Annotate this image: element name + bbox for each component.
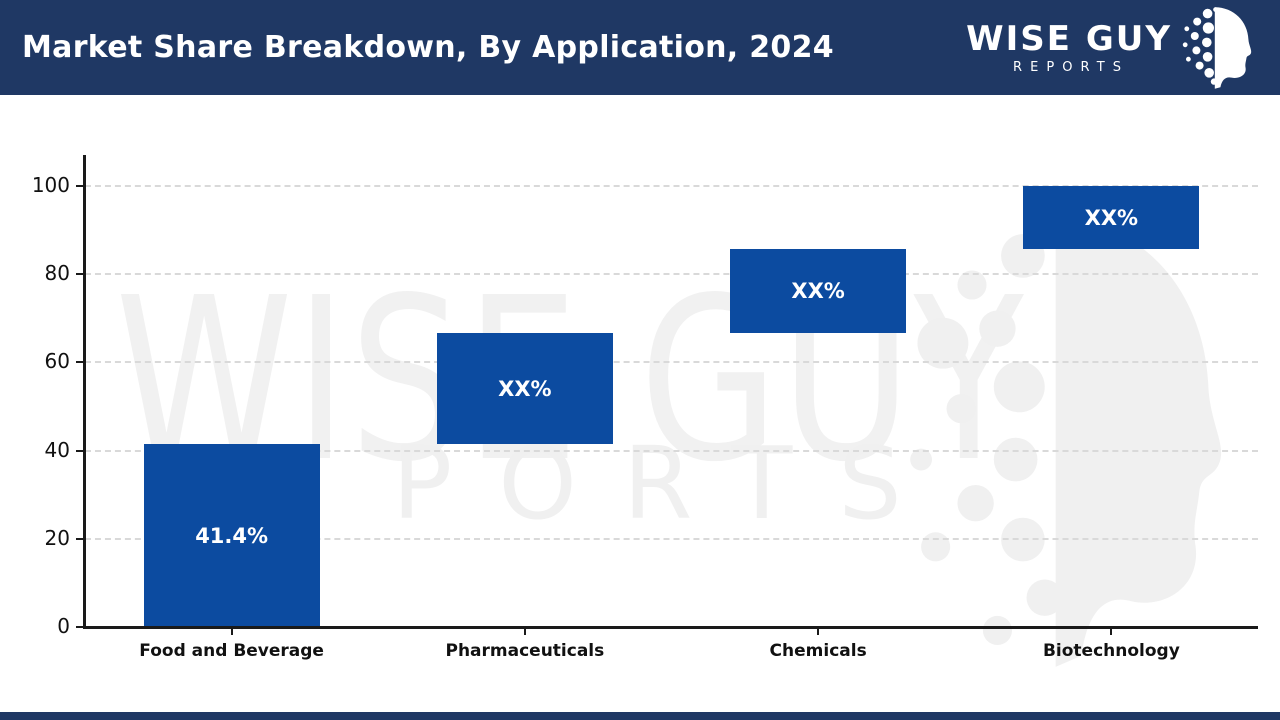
brand-subtitle: REPORTS [1013,59,1130,75]
gridline [85,537,1258,540]
y-axis-tick [76,273,85,276]
y-axis-tick [76,185,85,187]
chart-area: WISE GUY PORTS 0 20 40 60 80 100 41.4% XX% XX% XX… [0,95,1280,712]
bar-value-label: XX% [498,376,552,401]
x-axis-tick [1110,628,1113,635]
x-axis-category-label: Biotechnology [1042,641,1180,661]
watermark-subtext: PORTS [392,425,948,542]
header-bar: Market Share Breakdown, By Application, … [0,0,1280,95]
bar-segment: 41.4% [143,444,320,627]
x-axis-tick [230,628,233,635]
bar-segment: XX% [436,332,613,445]
y-axis-tick [76,537,85,540]
x-axis-tick [817,628,820,635]
y-axis-tick [76,449,85,452]
brand-logo: WISE GUY REPORTS [966,4,1258,92]
y-axis-tick-label: 20 [44,525,70,550]
gridline [85,273,1258,276]
x-axis-tick [523,628,526,635]
gridline [85,449,1258,452]
bar-value-label: XX% [791,278,845,303]
watermark-head-icon [910,215,1222,667]
y-axis-tick [76,626,85,628]
bar-segment: XX% [1023,186,1200,250]
page-title: Market Share Breakdown, By Application, … [22,30,834,65]
y-axis-tick-label: 100 [31,173,70,197]
bar-value-label: 41.4% [195,523,269,548]
brand-name: WISE GUY [966,18,1172,59]
y-axis-line [83,155,86,629]
gridline [85,185,1258,187]
brand-text: WISE GUY REPORTS [966,22,1172,74]
x-axis-category-label: Chemicals [769,641,867,661]
y-axis-tick-label: 60 [44,349,70,374]
y-axis-tick-label: 0 [57,614,70,638]
y-axis-tick [76,361,85,364]
x-axis-line [83,626,1258,629]
y-axis-tick-label: 80 [44,261,70,286]
footer-stripe [0,712,1280,720]
gridline [85,361,1258,364]
x-axis-category-label: Pharmaceuticals [445,641,605,661]
brand-head-icon [1182,6,1252,89]
x-axis-category-label: Food and Beverage [139,641,324,661]
bar-value-label: XX% [1084,205,1139,230]
bar-segment: XX% [730,249,907,333]
y-axis-tick-label: 40 [44,437,70,462]
